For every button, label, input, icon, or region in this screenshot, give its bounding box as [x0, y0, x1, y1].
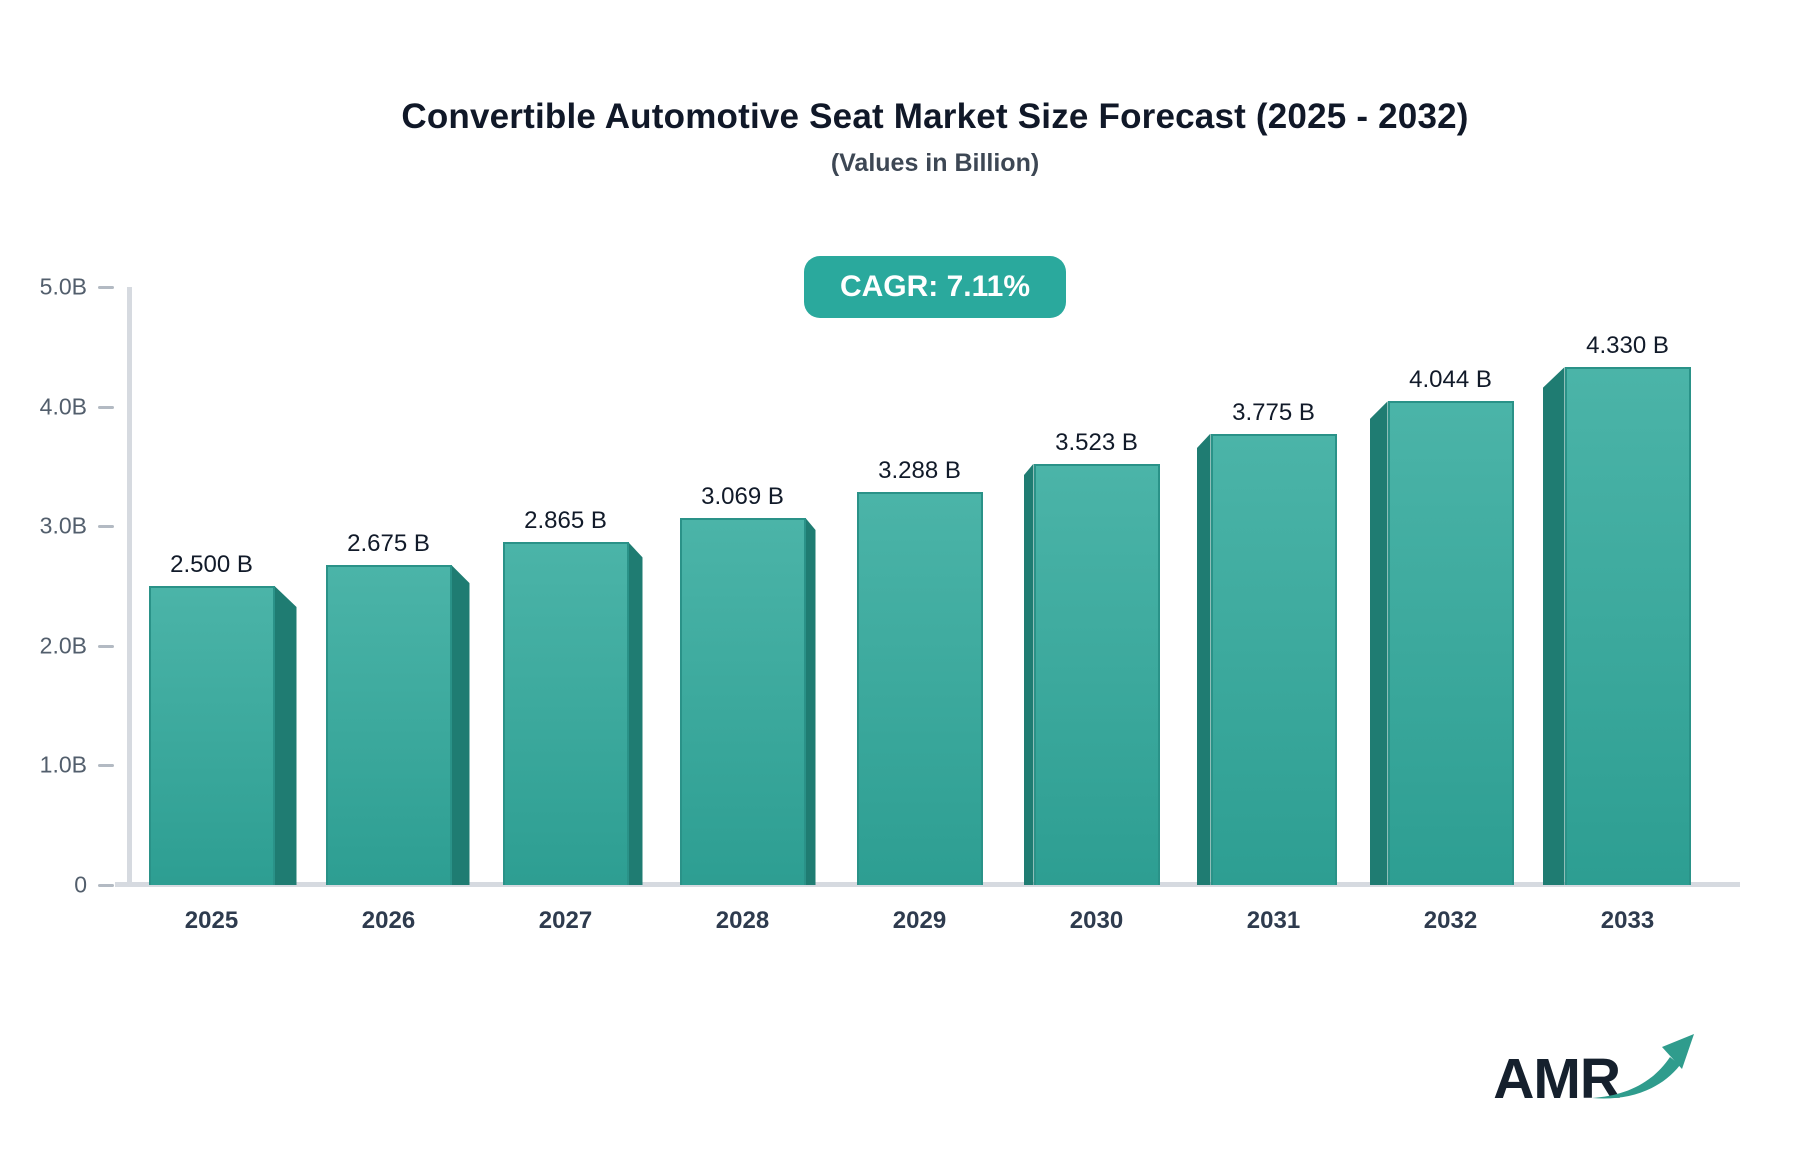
bar-side	[1542, 367, 1565, 885]
y-tick-label: 0	[74, 871, 87, 898]
bar-face	[325, 565, 452, 885]
y-tick-label: 3.0B	[39, 512, 87, 539]
bar-value-label: 3.069 B	[701, 482, 784, 510]
y-tick-dash	[98, 764, 114, 768]
x-tick-label-2032: 2032	[1423, 907, 1478, 934]
growth-arrow-icon	[1592, 1034, 1694, 1099]
bar-side	[451, 565, 470, 885]
x-tick-label-2031: 2031	[1246, 907, 1301, 934]
y-tick-dash	[98, 644, 114, 648]
bars-row: 2.500 B 2.675 B 2.865 B 3.069 B 3.288 B 3.523…	[123, 287, 1716, 885]
bar-face	[856, 491, 983, 885]
cagr-badge: CAGR: 7.11%	[803, 256, 1067, 318]
bar-value-label: 3.288 B	[878, 456, 961, 484]
bar-2033: 4.330 B	[1539, 332, 1716, 885]
amr-logo: AMR	[1493, 1030, 1702, 1108]
x-axis: 2025 2026 2027 2028 2029 2030 2031 2032 2033	[123, 885, 1716, 935]
bar-2032: 4.044 B	[1362, 366, 1539, 885]
bar-2026: 2.675 B	[300, 530, 477, 885]
bar-side	[628, 542, 643, 885]
bar-face	[1387, 401, 1514, 885]
x-tick-label-2033: 2033	[1600, 907, 1655, 934]
bar-2027: 2.865 B	[477, 507, 654, 885]
bar-2030: 3.523 B	[1008, 429, 1185, 885]
y-tick-label: 2.0B	[39, 632, 87, 659]
bar-value-label: 4.330 B	[1586, 332, 1669, 360]
y-tick-dash	[98, 884, 114, 887]
bar-side	[805, 517, 816, 885]
bar-value-label: 2.675 B	[347, 530, 430, 558]
bar-2029: 3.288 B	[831, 457, 1008, 885]
y-tick-dash	[98, 525, 114, 529]
bar-face	[1564, 367, 1691, 885]
bar-side	[1369, 401, 1388, 885]
bar-value-label: 2.500 B	[170, 551, 253, 578]
x-tick-label-2027: 2027	[538, 907, 593, 934]
cagr-badge-wrap: CAGR: 7.11%	[130, 256, 1740, 318]
bar-side	[1196, 433, 1211, 885]
y-tick-label: 5.0B	[39, 273, 87, 300]
x-tick-label-2025: 2025	[184, 907, 239, 934]
x-tick-label-2030: 2030	[1069, 907, 1124, 934]
y-axis-line	[127, 287, 132, 887]
bar-2025: 2.500 B	[123, 551, 300, 885]
bar-value-label: 2.865 B	[524, 507, 607, 535]
chart-subtitle: (Values in Billion)	[830, 149, 1040, 177]
bar-2028: 3.069 B	[654, 483, 831, 885]
bar-side	[274, 586, 297, 885]
chart-title: Convertible Automotive Seat Market Size …	[401, 97, 1469, 136]
bar-face	[679, 517, 806, 885]
bar-2031: 3.775 B	[1185, 399, 1362, 885]
y-tick-dash	[98, 286, 114, 289]
bar-value-label: 4.044 B	[1409, 366, 1492, 394]
x-tick-label-2026: 2026	[361, 907, 416, 934]
x-tick-label-2029: 2029	[892, 907, 947, 934]
bar-value-label: 3.775 B	[1232, 398, 1315, 426]
bar-face	[502, 542, 629, 885]
y-tick-label: 4.0B	[39, 393, 87, 420]
y-tick-dash	[98, 405, 114, 409]
plot-area: 5.0B 4.0B 3.0B 2.0B 1.0B 0 2.500 B 2.675 B 2.86…	[40, 274, 1740, 934]
bar-side	[1023, 463, 1034, 885]
x-tick-label-2028: 2028	[715, 907, 770, 934]
bar-value-label: 3.523 B	[1055, 428, 1138, 456]
bar-face	[1210, 433, 1337, 885]
bar-face	[148, 586, 275, 885]
bar-face	[1033, 463, 1160, 885]
y-tick-label: 1.0B	[39, 751, 87, 778]
